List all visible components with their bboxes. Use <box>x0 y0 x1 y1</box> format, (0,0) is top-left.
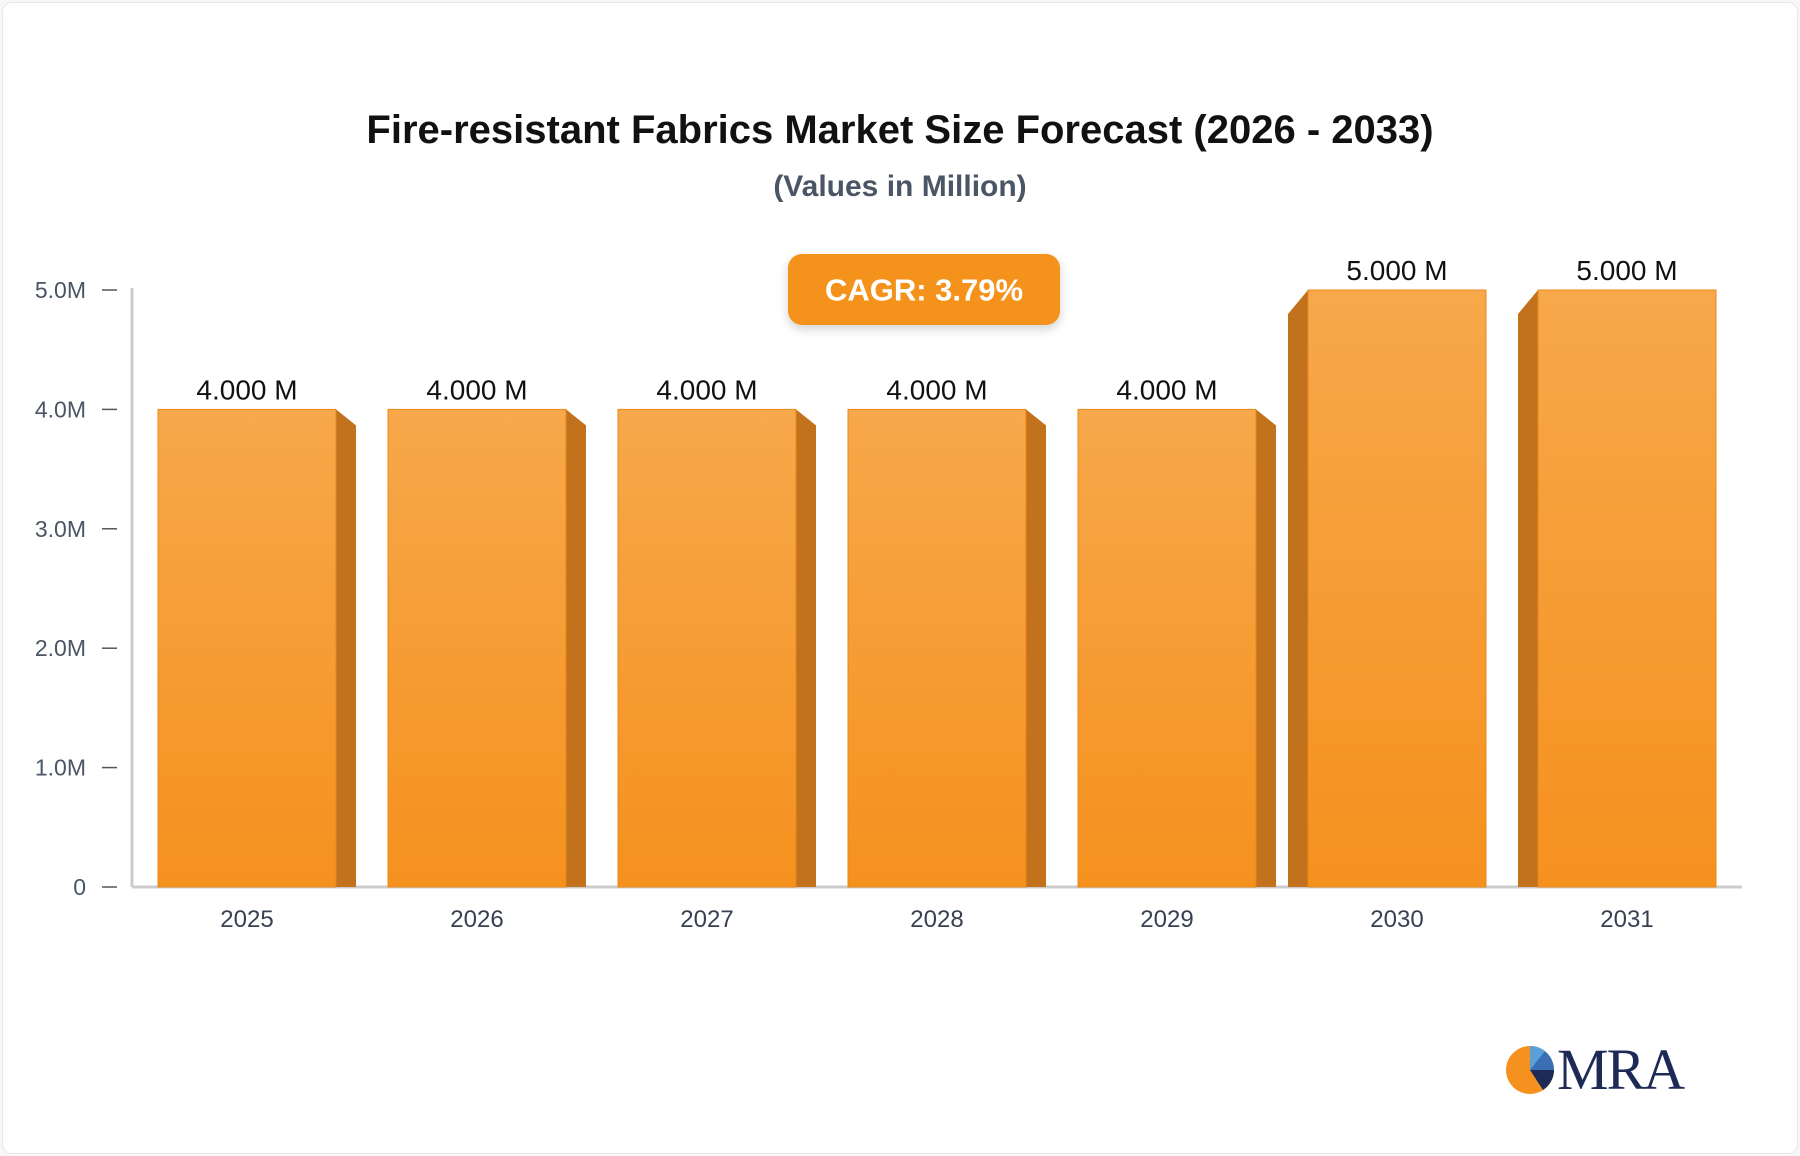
y-tick-label: 3.0M <box>35 516 86 542</box>
x-tick-label: 2028 <box>910 906 963 933</box>
bars: 4.000 M 2025 4.000 M 2026 4.000 M 2027 4.000 M… <box>157 255 1717 933</box>
x-tick-label: 2031 <box>1600 906 1653 933</box>
bar-2025 <box>157 408 356 888</box>
value-label: 5.000 M <box>1576 255 1677 286</box>
bar-side <box>336 409 356 887</box>
bar-2028 <box>847 408 1046 888</box>
bar-2029 <box>1077 408 1276 888</box>
x-tick-label: 2026 <box>450 906 503 933</box>
mra-logo: MRA <box>1505 1040 1695 1100</box>
bar-2027 <box>617 408 816 888</box>
bar-side <box>1288 290 1308 887</box>
bar-2030 <box>1288 289 1487 888</box>
pie-logo-icon <box>1506 1045 1554 1094</box>
bar-2026 <box>387 408 586 888</box>
y-tick-label: 2.0M <box>35 635 86 661</box>
y-tick-label: 4.0M <box>35 396 86 422</box>
value-label: 4.000 M <box>196 374 297 405</box>
bar-side <box>566 409 586 887</box>
bar <box>157 408 337 888</box>
cagr-badge-bg <box>788 254 1060 325</box>
y-tick-label: 1.0M <box>35 755 86 781</box>
bar-side <box>1026 409 1046 887</box>
x-tick-label: 2029 <box>1140 906 1193 933</box>
chart-subtitle: (Values in Million) <box>773 170 1027 203</box>
bar <box>1307 289 1487 888</box>
x-tick-label: 2030 <box>1370 906 1423 933</box>
bar <box>387 408 567 888</box>
logo-text: MRA <box>1557 1037 1685 1102</box>
y-tick-label: 5.0M <box>35 277 86 303</box>
value-label: 4.000 M <box>656 374 757 405</box>
value-label: 4.000 M <box>1116 374 1217 405</box>
bar <box>1077 408 1257 888</box>
cagr-badge: CAGR: 3.79% <box>788 254 1060 325</box>
bar-side <box>1256 409 1276 887</box>
bar-side <box>796 409 816 887</box>
value-label: 4.000 M <box>426 374 527 405</box>
x-tick-label: 2025 <box>220 906 273 933</box>
bar-side <box>1518 290 1538 887</box>
value-label: 5.000 M <box>1346 255 1447 286</box>
bar <box>1537 289 1717 888</box>
x-tick-label: 2027 <box>680 906 733 933</box>
value-label: 4.000 M <box>886 374 987 405</box>
y-tick-label: 0 <box>73 874 86 900</box>
chart-title: Fire-resistant Fabrics Market Size Forec… <box>366 108 1434 152</box>
bar-2031 <box>1518 289 1717 888</box>
cagr-label: CAGR: 3.79% <box>825 273 1023 308</box>
bar <box>847 408 1027 888</box>
bar <box>617 408 797 888</box>
